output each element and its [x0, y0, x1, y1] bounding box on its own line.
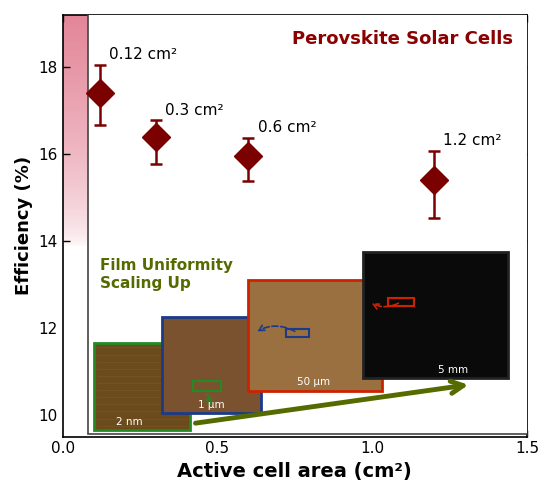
Text: 2 nm: 2 nm [116, 417, 142, 427]
Y-axis label: Efficiency (%): Efficiency (%) [15, 156, 33, 295]
Text: 1 μm: 1 μm [198, 400, 224, 410]
Text: 0.6 cm²: 0.6 cm² [258, 121, 316, 135]
Text: 1.2 cm²: 1.2 cm² [443, 133, 502, 148]
Text: 0.12 cm²: 0.12 cm² [109, 48, 177, 62]
Bar [193, 381, 220, 391]
Text: 5 mm: 5 mm [438, 365, 468, 375]
Bar [285, 329, 309, 337]
X-axis label: Active cell area (cm²): Active cell area (cm²) [177, 462, 412, 481]
Text: Perovskite Solar Cells: Perovskite Solar Cells [292, 30, 513, 48]
Bar [388, 298, 414, 306]
Text: 50 μm: 50 μm [297, 377, 330, 387]
Bar [248, 280, 382, 391]
Bar [94, 343, 189, 430]
Text: Film Uniformity
Scaling Up: Film Uniformity Scaling Up [100, 257, 233, 291]
Bar [363, 252, 509, 378]
Text: 0.3 cm²: 0.3 cm² [165, 103, 223, 118]
Bar [162, 317, 261, 413]
